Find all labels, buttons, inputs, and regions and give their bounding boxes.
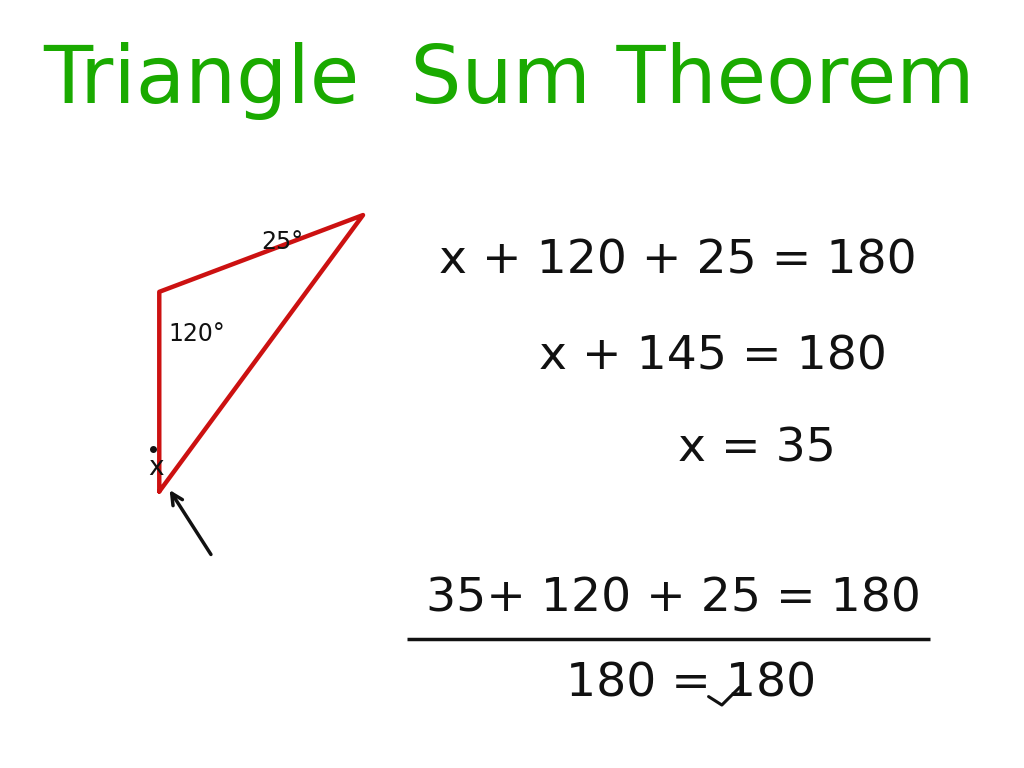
Text: x: x <box>148 455 164 482</box>
Text: 120°: 120° <box>168 322 225 346</box>
Text: 180 = 180: 180 = 180 <box>566 661 816 706</box>
Text: 35+ 120 + 25 = 180: 35+ 120 + 25 = 180 <box>426 577 921 621</box>
Text: Triangle  Sum Theorem: Triangle Sum Theorem <box>43 41 975 120</box>
Text: 25°: 25° <box>261 230 303 254</box>
Text: x + 145 = 180: x + 145 = 180 <box>539 335 887 379</box>
Text: x = 35: x = 35 <box>678 427 837 472</box>
Text: x + 120 + 25 = 180: x + 120 + 25 = 180 <box>438 239 916 283</box>
